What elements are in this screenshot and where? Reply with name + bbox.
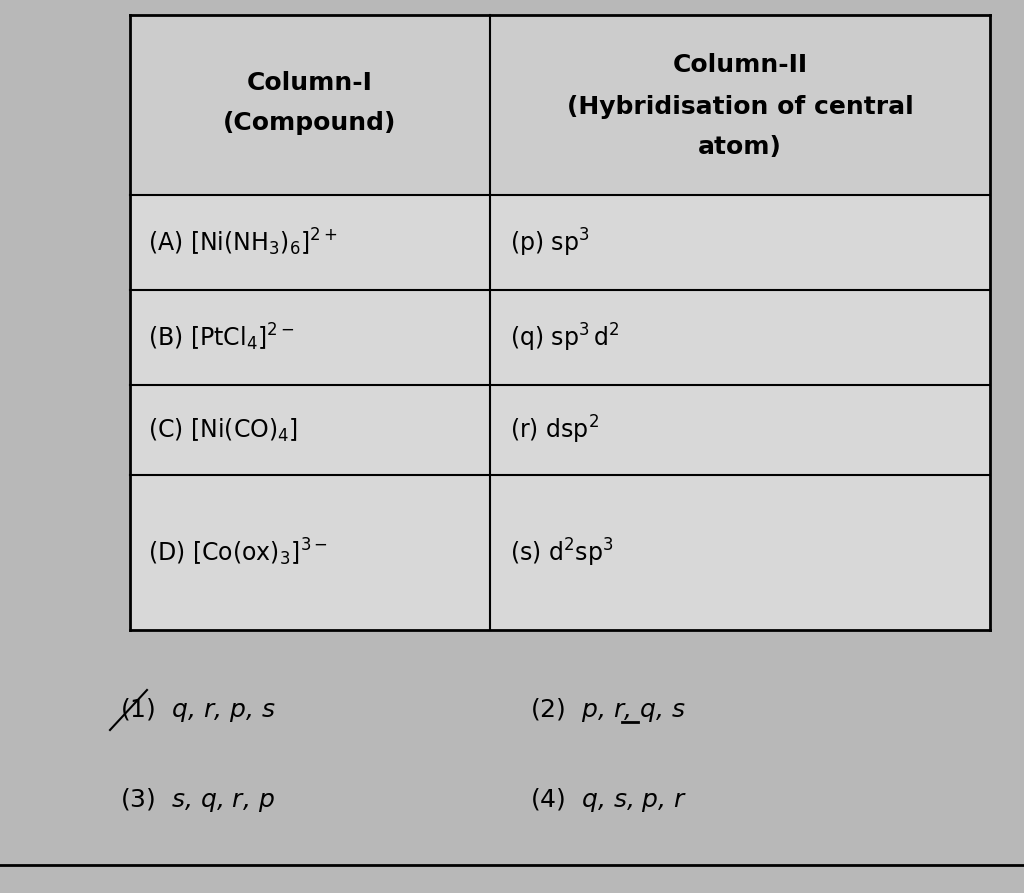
Text: $(3)$  s, q, r, p: $(3)$ s, q, r, p: [120, 786, 274, 814]
Text: (p) $\mathrm{sp^3}$: (p) $\mathrm{sp^3}$: [510, 227, 590, 259]
Text: (A) $[\mathrm{Ni(NH_3)_6}]^{2+}$: (A) $[\mathrm{Ni(NH_3)_6}]^{2+}$: [148, 227, 338, 258]
Text: (D) $[\mathrm{Co(ox)_3}]^{3-}$: (D) $[\mathrm{Co(ox)_3}]^{3-}$: [148, 537, 328, 568]
Text: (C) $[\mathrm{Ni(CO)_4}]$: (C) $[\mathrm{Ni(CO)_4}]$: [148, 416, 298, 444]
Text: (q) $\mathrm{sp^3\,d^2}$: (q) $\mathrm{sp^3\,d^2}$: [510, 321, 620, 354]
Text: (r) $\mathrm{dsp^2}$: (r) $\mathrm{dsp^2}$: [510, 413, 599, 446]
Text: (Compound): (Compound): [223, 111, 396, 135]
Bar: [130, 15, 990, 195]
Text: (Hybridisation of central: (Hybridisation of central: [566, 95, 913, 119]
Bar: [130, 15, 990, 630]
Text: Column-I: Column-I: [247, 71, 373, 95]
Text: $(1)$  q, r, p, s: $(1)$ q, r, p, s: [120, 696, 275, 724]
Text: Column-II: Column-II: [673, 53, 808, 77]
Text: atom): atom): [698, 135, 782, 159]
Text: $(2)$  p, r, q, s: $(2)$ p, r, q, s: [530, 696, 685, 724]
Text: $(4)$  q, s, p, r: $(4)$ q, s, p, r: [530, 786, 687, 814]
Text: (s) $\mathrm{d^2sp^3}$: (s) $\mathrm{d^2sp^3}$: [510, 537, 613, 569]
Text: (B) $[\mathrm{PtCl_4}]^{2-}$: (B) $[\mathrm{PtCl_4}]^{2-}$: [148, 321, 295, 354]
